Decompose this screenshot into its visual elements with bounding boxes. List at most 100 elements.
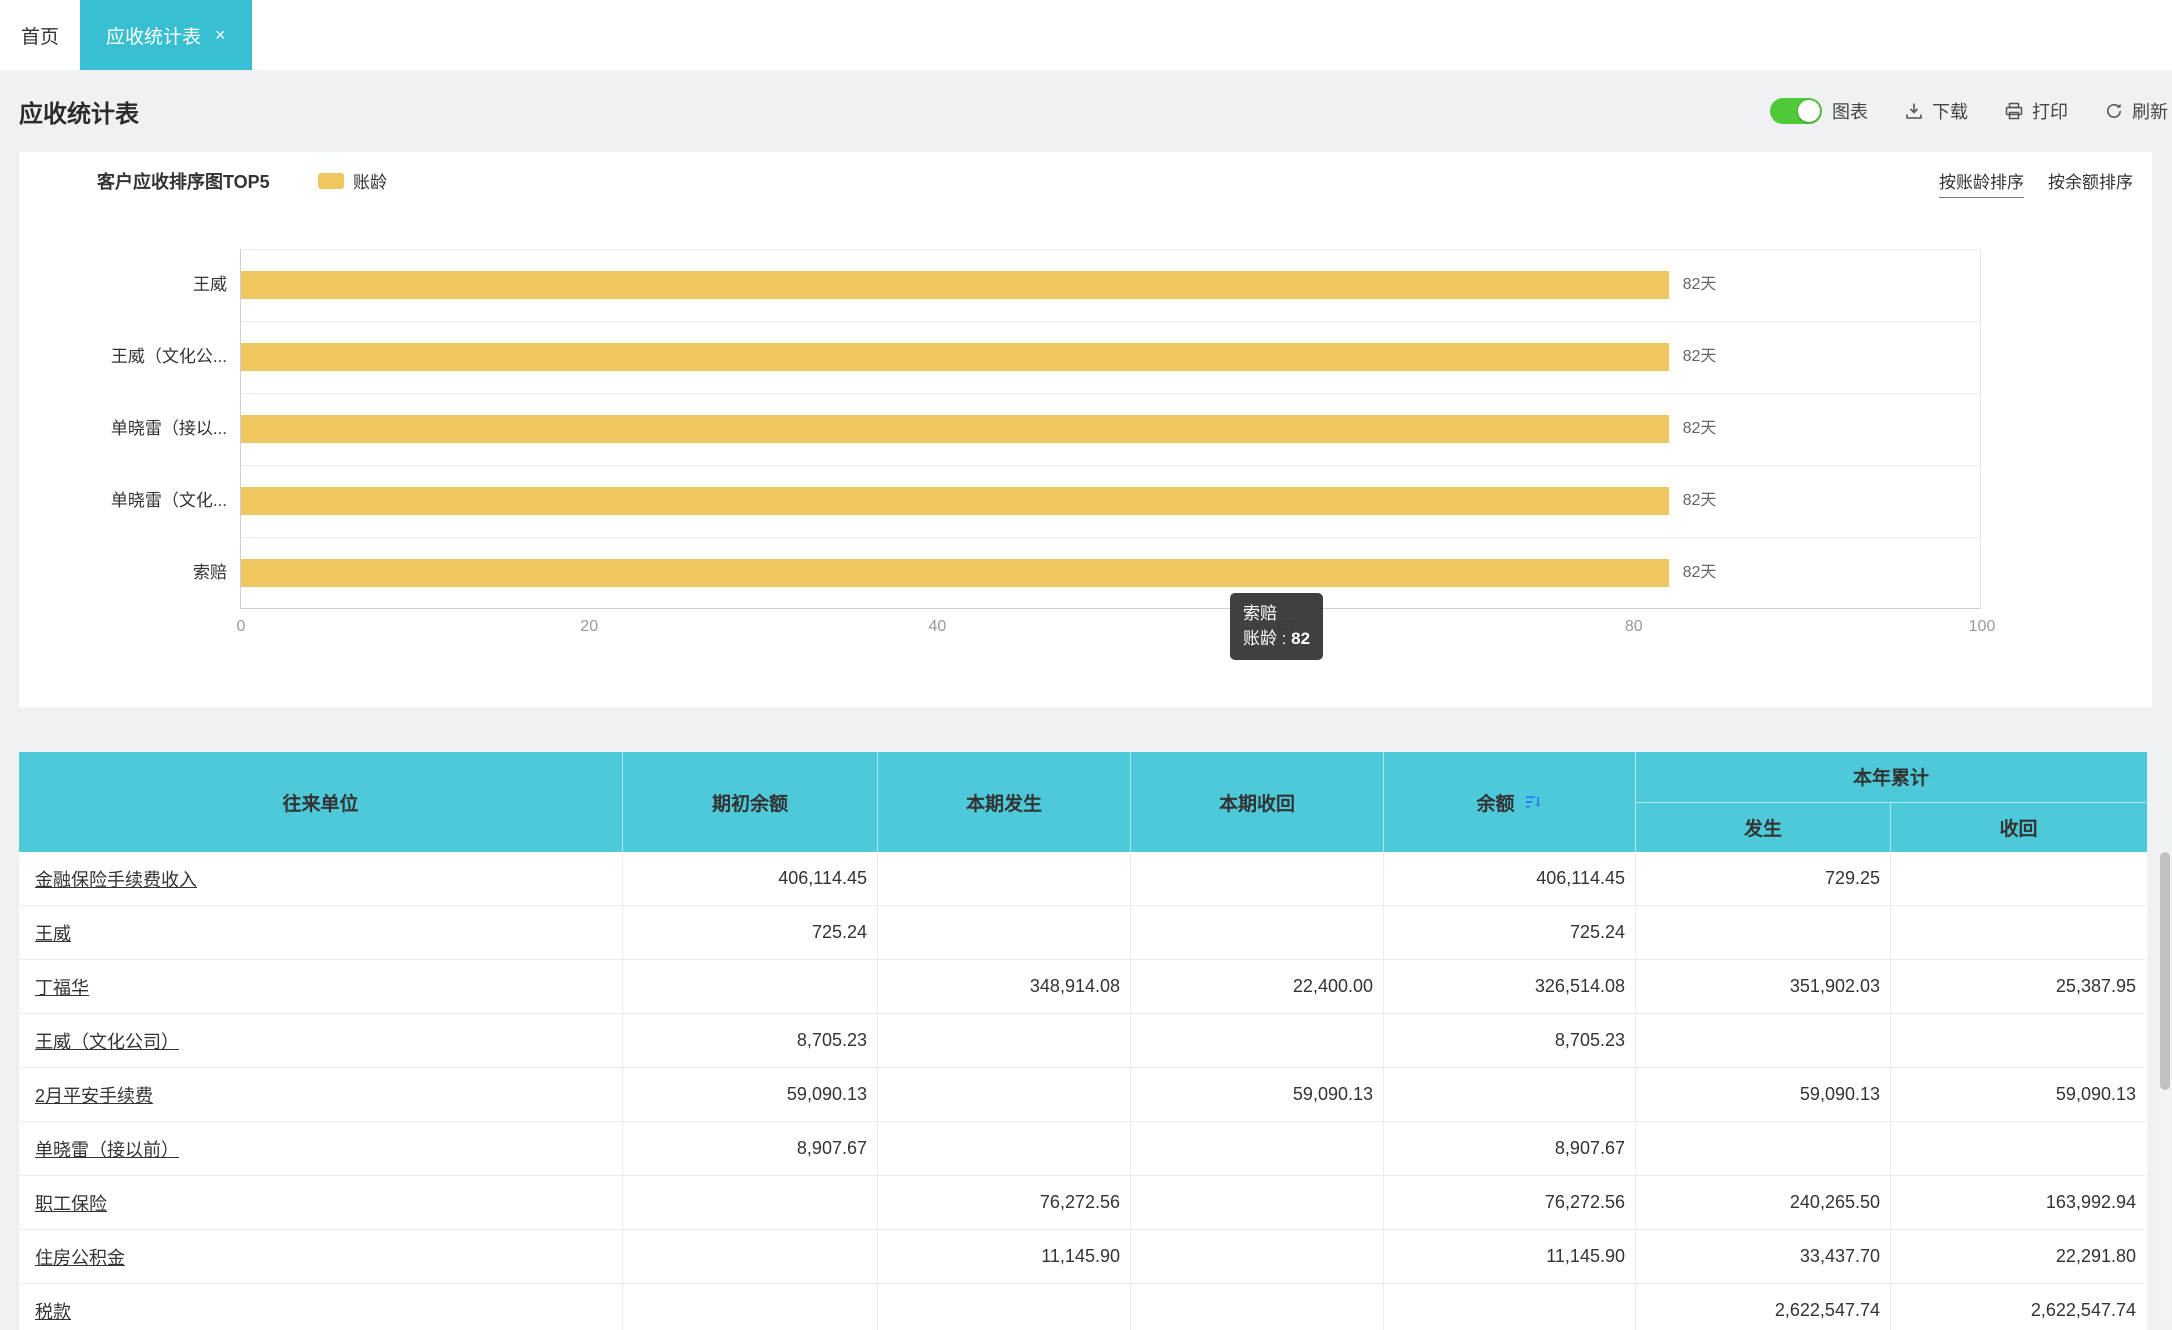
amount-cell: 59,090.13 — [1891, 1068, 2146, 1122]
unit-link[interactable]: 王威 — [35, 923, 71, 944]
axis-tick-label: 20 — [580, 618, 599, 635]
unit-cell: 丁福华 — [19, 960, 623, 1014]
legend-color-chip — [318, 172, 344, 189]
col-opening-label: 期初余额 — [711, 793, 788, 815]
table-row: 2月平安手续费 59,090.13 59,090.13 59,090.13 59,090… — [19, 1068, 2147, 1122]
table-row: 王威（文化公司） 8,705.23 8,705.23 — [19, 1014, 2147, 1068]
unit-link[interactable]: 王威（文化公司） — [35, 1031, 179, 1052]
chart-toggle-group: 图表 — [1770, 98, 1868, 124]
amount-cell — [1131, 1284, 1384, 1330]
unit-cell: 2月平安手续费 — [19, 1068, 623, 1122]
refresh-button[interactable]: 刷新 — [2104, 98, 2168, 124]
axis-tick-label: 60 — [1276, 618, 1295, 635]
amount-cell: 8,907.67 — [1384, 1122, 1636, 1176]
tab-home[interactable]: 首页 — [20, 26, 59, 48]
chart-bar[interactable] — [241, 559, 1669, 587]
axis-tick-label: 40 — [928, 618, 947, 635]
grid-line — [241, 321, 1980, 322]
amount-cell: 406,114.45 — [1384, 852, 1636, 906]
table-row: 职工保险 76,272.56 76,272.56 240,265.50 163,992.… — [19, 1176, 2147, 1230]
amount-cell — [1891, 1014, 2146, 1068]
toggle-knob — [1798, 100, 1820, 122]
chart-bar[interactable] — [241, 343, 1669, 371]
tab-receivable-stats[interactable]: 应收统计表 × — [80, 0, 252, 70]
download-button[interactable]: 下载 — [1904, 98, 1968, 124]
tab-label: 应收统计表 — [106, 26, 202, 48]
amount-cell: 2,622,547.74 — [1891, 1284, 2146, 1330]
bar-value-label: 82天 — [1682, 492, 1717, 509]
axis-tick-label: 0 — [236, 618, 246, 635]
amount-cell: 8,705.23 — [623, 1014, 878, 1068]
amount-cell: 326,514.08 — [1384, 960, 1636, 1014]
amount-cell: 2,622,547.74 — [1636, 1284, 1891, 1330]
amount-cell — [1891, 852, 2146, 906]
unit-link[interactable]: 金融保险手续费收入 — [35, 869, 197, 890]
chart-bar[interactable] — [241, 487, 1669, 515]
chart-toggle[interactable] — [1770, 98, 1822, 124]
amount-cell: 33,437.70 — [1636, 1230, 1891, 1284]
sort-descending-icon[interactable] — [1523, 792, 1543, 812]
axis-tick-label: 80 — [1624, 618, 1643, 635]
unit-link[interactable]: 住房公积金 — [35, 1247, 125, 1268]
unit-cell: 住房公积金 — [19, 1230, 623, 1284]
unit-link[interactable]: 单晓雷（接以前） — [35, 1139, 179, 1160]
amount-cell: 348,914.08 — [878, 960, 1131, 1014]
col-ytd-recovered: 收回 — [1891, 803, 2146, 853]
table-row: 丁福华 348,914.08 22,400.00 326,514.08 351,902.… — [19, 960, 2147, 1014]
table-row: 住房公积金 11,145.90 11,145.90 33,437.70 22,291.8… — [19, 1230, 2147, 1284]
amount-cell — [1131, 1230, 1384, 1284]
print-button[interactable]: 打印 — [2004, 98, 2068, 124]
sort-by-age-link[interactable]: 按账龄排序 — [1939, 168, 2024, 198]
table-row: 税款 2,622,547.74 2,622,547.74 — [19, 1284, 2147, 1330]
unit-link[interactable]: 2月平安手续费 — [35, 1085, 154, 1106]
col-current-recovered: 本期收回 — [1131, 752, 1384, 852]
chart-bar[interactable] — [241, 271, 1669, 299]
download-icon — [1906, 103, 1922, 119]
col-opening: 期初余额 — [623, 752, 878, 852]
unit-cell: 王威（文化公司） — [19, 1014, 623, 1068]
scrollbar-thumb[interactable] — [2160, 852, 2170, 1090]
chart-category-label: 王威（文化公... — [110, 347, 227, 366]
amount-cell: 729.25 — [1636, 852, 1891, 906]
sort-by-balance-link[interactable]: 按余额排序 — [2048, 173, 2133, 192]
unit-link[interactable]: 丁福华 — [35, 977, 89, 998]
amount-cell: 406,114.45 — [623, 852, 878, 906]
tab-close-icon[interactable]: × — [215, 24, 226, 45]
col-current-recovered-label: 本期收回 — [1218, 793, 1295, 815]
amount-cell: 76,272.56 — [1384, 1176, 1636, 1230]
table-body: 金融保险手续费收入 406,114.45 406,114.45 729.25 王威 725… — [19, 852, 2147, 1330]
amount-cell: 22,291.80 — [1891, 1230, 2146, 1284]
col-current-incurred-label: 本期发生 — [965, 793, 1042, 815]
amount-cell: 59,090.13 — [1131, 1068, 1384, 1122]
col-ytd-label: 本年累计 — [1636, 752, 2146, 803]
unit-cell: 职工保险 — [19, 1176, 623, 1230]
unit-link[interactable]: 职工保险 — [35, 1193, 107, 1214]
toolbar: 图表 下载 打印 刷新 — [1770, 98, 2168, 124]
tab-bar: 首页 应收统计表 × — [0, 0, 2172, 70]
amount-cell: 8,907.67 — [623, 1122, 878, 1176]
amount-cell: 59,090.13 — [1636, 1068, 1891, 1122]
amount-cell: 240,265.50 — [1636, 1176, 1891, 1230]
table-scrollbar[interactable] — [2160, 852, 2170, 1326]
unit-link[interactable]: 税款 — [35, 1301, 71, 1322]
chart-plot: 王威 82天 王威（文化公... 82天 单晓雷（接以... 82天 单晓雷（文化... 82… — [111, 249, 1995, 635]
chart-category-label: 王威 — [193, 275, 227, 294]
col-ytd-group: 本年累计 发生 收回 — [1636, 752, 2146, 852]
amount-cell — [623, 960, 878, 1014]
amount-cell — [1131, 1176, 1384, 1230]
chart-bar[interactable] — [241, 415, 1669, 443]
amount-cell: 8,705.23 — [1384, 1014, 1636, 1068]
amount-cell — [1384, 1284, 1636, 1330]
amount-cell — [878, 906, 1131, 960]
unit-cell: 单晓雷（接以前） — [19, 1122, 623, 1176]
chart-category-label: 单晓雷（文化... — [110, 491, 227, 510]
amount-cell: 25,387.95 — [1891, 960, 2146, 1014]
unit-cell: 王威 — [19, 906, 623, 960]
chart-legend[interactable]: 账龄 — [318, 168, 387, 193]
amount-cell — [623, 1284, 878, 1330]
table-row: 王威 725.24 725.24 — [19, 906, 2147, 960]
amount-cell: 163,992.94 — [1891, 1176, 2146, 1230]
amount-cell — [623, 1176, 878, 1230]
amount-cell — [1636, 1122, 1891, 1176]
